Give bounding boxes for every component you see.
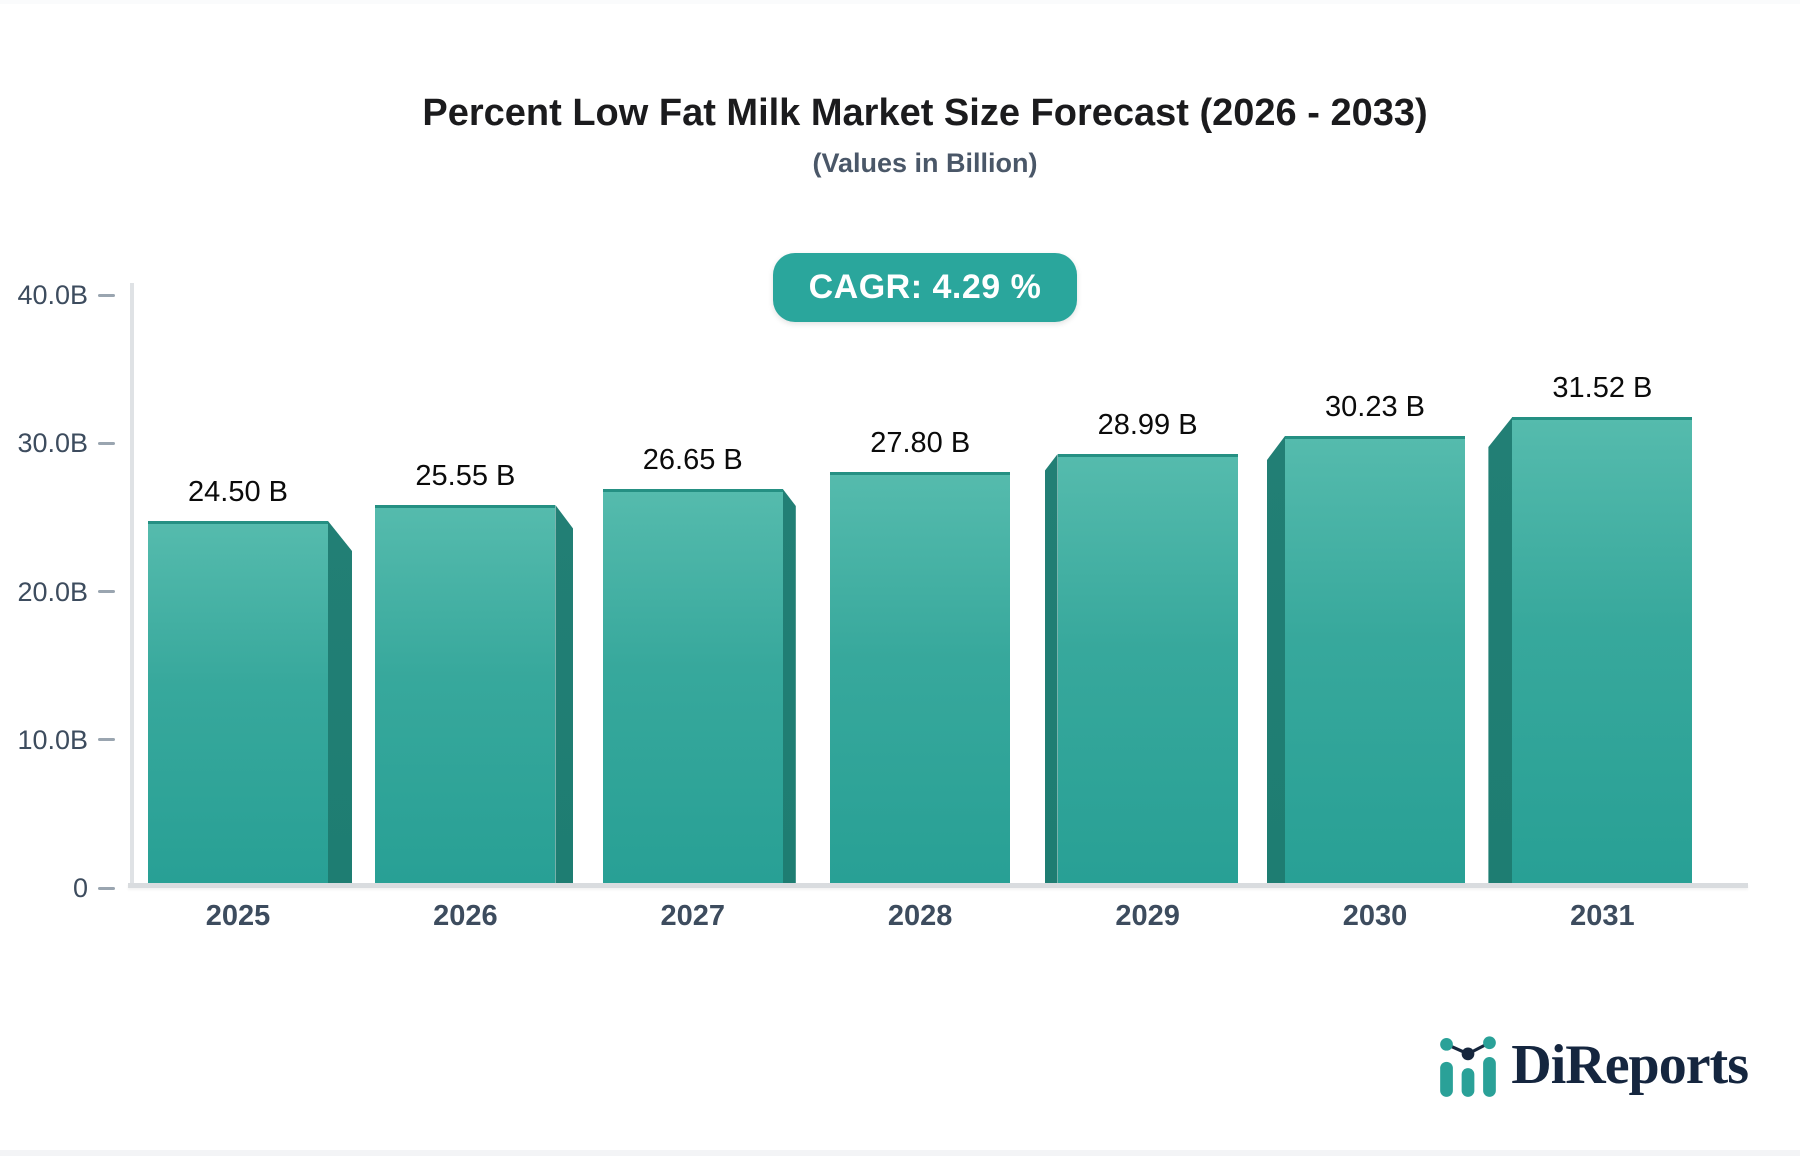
bar-group-2027: 26.65 B bbox=[602, 429, 796, 884]
y-tick-mark bbox=[98, 293, 115, 297]
y-tick-label: 10.0B bbox=[17, 724, 88, 755]
y-tick-mark bbox=[98, 886, 115, 890]
bar-group-2029: 28.99 B bbox=[1044, 394, 1238, 884]
bar-value-label: 26.65 B bbox=[642, 444, 743, 476]
bar-group-2025: 24.50 B bbox=[148, 461, 352, 884]
y-tick-mark bbox=[98, 738, 115, 742]
x-axis-baseline bbox=[128, 883, 1748, 888]
bar-front-face bbox=[1512, 417, 1693, 884]
bar-group-2031: 31.52 B bbox=[1488, 357, 1693, 884]
y-tick-label: 20.0B bbox=[17, 576, 88, 607]
bar-group-2028: 27.80 B bbox=[830, 412, 1011, 884]
bar-value-label: 27.80 B bbox=[870, 427, 971, 459]
bar-front-face bbox=[602, 489, 783, 884]
bar-front-face bbox=[1057, 454, 1238, 884]
y-tick-mark bbox=[98, 441, 115, 445]
bar-front-face bbox=[375, 505, 556, 884]
direports-logo: DiReports bbox=[1435, 1030, 1749, 1100]
page-title: Percent Low Fat Milk Market Size Forecas… bbox=[422, 92, 1428, 134]
bar-value-label: 31.52 B bbox=[1552, 372, 1653, 404]
bar-front-face bbox=[148, 521, 328, 884]
x-axis-label-2025: 2025 bbox=[205, 900, 271, 932]
bar-front-face bbox=[1285, 436, 1465, 884]
chart-subtitle: (Values in Billion) bbox=[812, 148, 1038, 178]
top-edge-strip bbox=[0, 0, 1800, 4]
y-tick-label: 0 bbox=[72, 873, 88, 903]
bar-group-2030: 30.23 B bbox=[1267, 376, 1465, 884]
bottom-edge-strip bbox=[0, 1150, 1800, 1156]
bar-value-label: 25.55 B bbox=[415, 460, 516, 492]
x-axis-label-2026: 2026 bbox=[433, 900, 498, 932]
x-axis-label-2028: 2028 bbox=[887, 900, 953, 932]
bar-side-face bbox=[1488, 417, 1513, 884]
bar-value-label: 30.23 B bbox=[1325, 391, 1425, 423]
y-tick-label: 40.0B bbox=[17, 280, 88, 310]
bar-side-face bbox=[555, 505, 574, 884]
cagr-badge: CAGR: 4.29 % bbox=[772, 253, 1078, 322]
x-axis-label-2027: 2027 bbox=[660, 900, 726, 932]
y-axis-line bbox=[130, 283, 134, 885]
cagr-badge-row: CAGR: 4.29 % bbox=[134, 253, 1716, 322]
bar-side-face bbox=[1044, 454, 1058, 884]
y-tick-label: 30.0B bbox=[17, 428, 88, 459]
bar-side-face bbox=[1267, 436, 1285, 884]
x-axis-label-2031: 2031 bbox=[1570, 900, 1635, 932]
bar-side-face bbox=[328, 521, 352, 884]
x-axis-label-2029: 2029 bbox=[1115, 900, 1180, 932]
bar-value-label: 24.50 B bbox=[188, 476, 288, 508]
bar-side-face bbox=[782, 489, 796, 884]
bar-chart-with-trendline-icon bbox=[1440, 1036, 1497, 1097]
bar-value-label: 28.99 B bbox=[1097, 409, 1198, 441]
x-axis-label-2030: 2030 bbox=[1342, 900, 1408, 932]
bar-group-2026: 25.55 B bbox=[375, 445, 574, 884]
bar-front-face bbox=[830, 472, 1011, 884]
y-tick-mark bbox=[98, 590, 115, 593]
logo-wordmark: DiReports bbox=[1511, 1034, 1749, 1096]
